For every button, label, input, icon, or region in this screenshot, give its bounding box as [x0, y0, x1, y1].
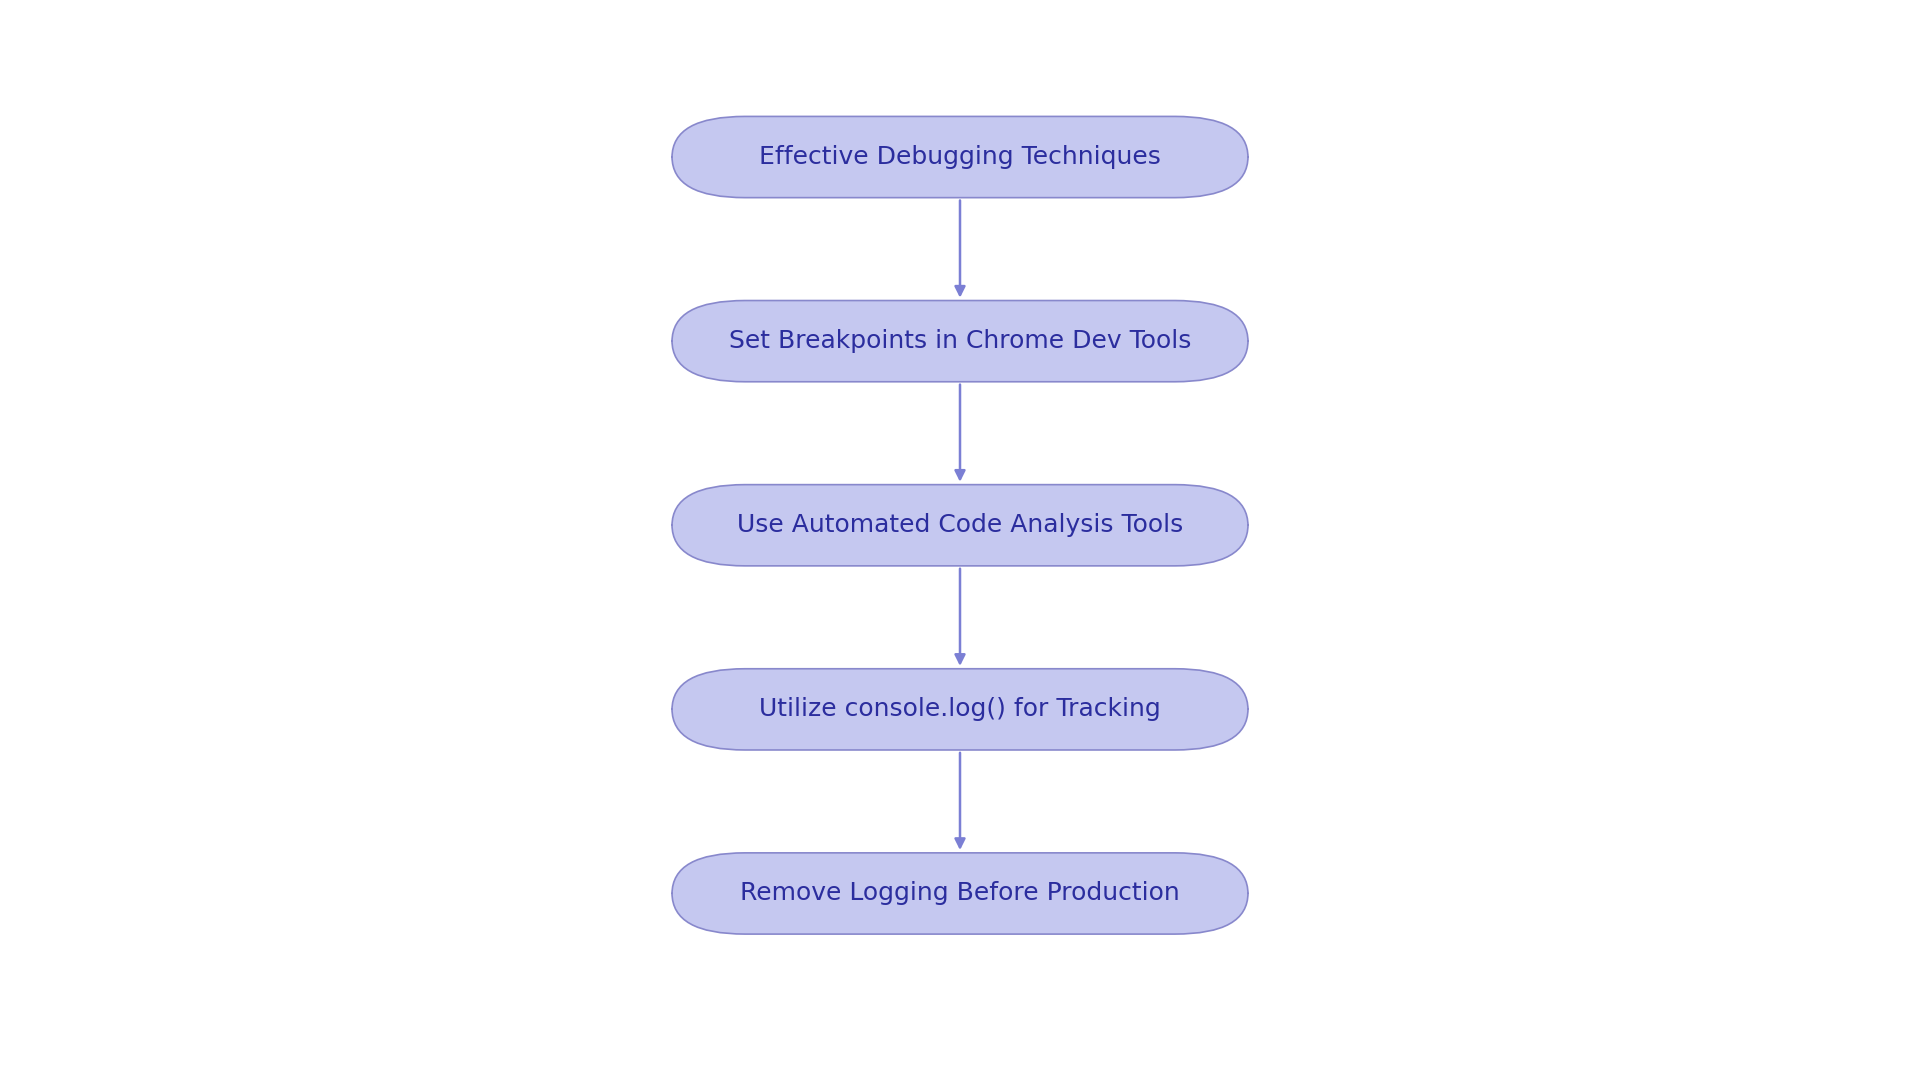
FancyBboxPatch shape [672, 485, 1248, 566]
FancyBboxPatch shape [672, 853, 1248, 934]
Text: Remove Logging Before Production: Remove Logging Before Production [739, 882, 1181, 905]
Text: Utilize console.log() for Tracking: Utilize console.log() for Tracking [758, 697, 1162, 721]
Text: Set Breakpoints in Chrome Dev Tools: Set Breakpoints in Chrome Dev Tools [730, 329, 1190, 353]
Text: Effective Debugging Techniques: Effective Debugging Techniques [758, 145, 1162, 169]
FancyBboxPatch shape [672, 117, 1248, 198]
Text: Use Automated Code Analysis Tools: Use Automated Code Analysis Tools [737, 513, 1183, 537]
FancyBboxPatch shape [672, 301, 1248, 382]
FancyBboxPatch shape [672, 668, 1248, 749]
